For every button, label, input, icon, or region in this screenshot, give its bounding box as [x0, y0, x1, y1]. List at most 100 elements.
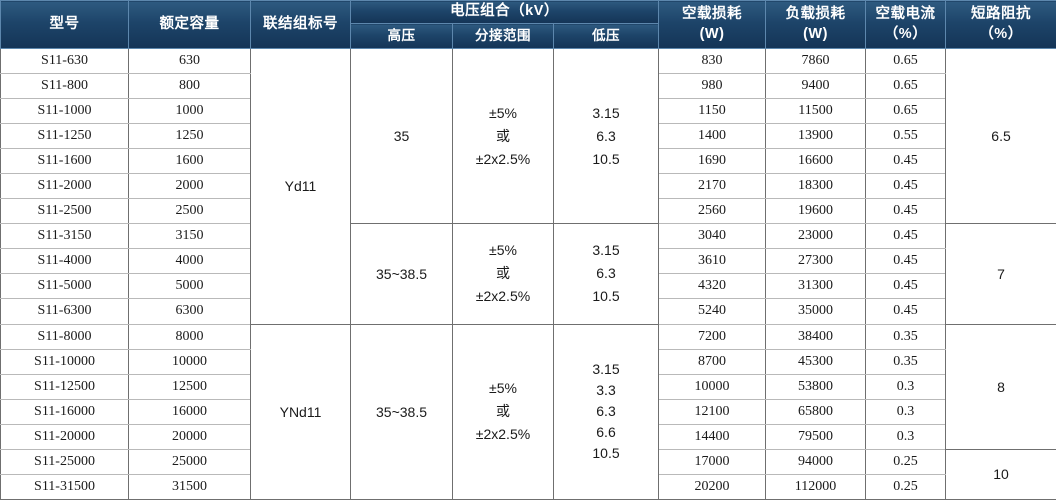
cell-load-loss: 7860 [765, 47, 867, 75]
tapping-range-line: 或 [496, 127, 510, 144]
cell-load-loss: 13900 [765, 123, 867, 150]
cell-no-load-loss: 980 [658, 73, 767, 100]
cell-rated-capacity: 1250 [128, 123, 251, 150]
cell-rated-capacity: 4000 [128, 248, 251, 275]
cell-connection-symbol: YNd11 [250, 323, 351, 500]
cell-no-load-loss: 14400 [658, 423, 767, 450]
low-voltage-line: 3.15 [592, 104, 620, 121]
header-load-loss: 负载损耗 (W) [765, 0, 867, 49]
cell-rated-capacity: 10000 [128, 348, 251, 375]
low-voltage-line: 6.6 [596, 424, 616, 441]
header-load-loss-unit: (W) [803, 25, 828, 42]
header-no-load-current-unit: （%） [883, 25, 928, 42]
table-header: 型号 额定容量 联结组标号 电压组合（kV） 空载损耗 (W) 负载损耗 (W)… [0, 0, 1056, 49]
cell-no-load-current: 0.45 [865, 148, 947, 175]
tapping-range-line: 或 [496, 403, 510, 420]
cell-load-loss: 19600 [765, 198, 867, 225]
cell-no-load-loss: 830 [658, 47, 767, 75]
cell-no-load-loss: 3610 [658, 248, 767, 275]
header-row-top: 型号 额定容量 联结组标号 电压组合（kV） 空载损耗 (W) 负载损耗 (W)… [0, 0, 1056, 49]
cell-load-loss: 23000 [765, 223, 867, 250]
header-no-load-loss: 空载损耗 (W) [658, 0, 767, 49]
cell-model: S11-5000 [0, 273, 129, 300]
table-row: S11-800 800 980 9400 0.65 [0, 73, 1056, 100]
header-short-circuit-impedance: 短路阻抗 （%） [945, 0, 1056, 49]
cell-low-voltage: 3.15 6.3 10.5 [552, 223, 660, 325]
low-voltage-lines: 3.15 3.3 6.3 6.6 10.5 [554, 359, 658, 464]
cell-load-loss: 45300 [765, 348, 867, 375]
tapping-range-line: 或 [496, 265, 510, 282]
cell-no-load-loss: 17000 [658, 448, 767, 475]
header-low-voltage: 低压 [552, 23, 660, 49]
cell-rated-capacity: 1000 [128, 98, 251, 125]
low-voltage-line: 10.5 [592, 288, 620, 305]
cell-load-loss: 79500 [765, 423, 867, 450]
cell-load-loss: 94000 [765, 448, 867, 475]
cell-no-load-current: 0.35 [865, 348, 947, 375]
cell-model: S11-2500 [0, 198, 129, 225]
cell-rated-capacity: 20000 [128, 423, 251, 450]
cell-rated-capacity: 5000 [128, 273, 251, 300]
cell-high-voltage: 35~38.5 [350, 323, 453, 500]
table-row: S11-6300 6300 5240 35000 0.45 [0, 298, 1056, 325]
cell-no-load-loss: 4320 [658, 273, 767, 300]
table-row: S11-12500 12500 10000 53800 0.3 [0, 373, 1056, 400]
cell-no-load-current: 0.25 [865, 448, 947, 475]
cell-no-load-loss: 3040 [658, 223, 767, 250]
cell-rated-capacity: 8000 [128, 323, 251, 350]
cell-no-load-current: 0.45 [865, 173, 947, 200]
low-voltage-line: 10.5 [592, 150, 620, 167]
header-connection-symbol: 联结组标号 [250, 0, 351, 49]
cell-model: S11-16000 [0, 398, 129, 425]
cell-model: S11-10000 [0, 348, 129, 375]
table-row: S11-4000 4000 3610 27300 0.45 [0, 248, 1056, 275]
header-short-circuit-impedance-unit: （%） [979, 25, 1023, 42]
table-row: S11-1600 1600 1690 16600 0.45 [0, 148, 1056, 175]
cell-model: S11-8000 [0, 323, 129, 350]
cell-no-load-loss: 1150 [658, 98, 767, 125]
cell-rated-capacity: 12500 [128, 373, 251, 400]
cell-no-load-current: 0.3 [865, 398, 947, 425]
cell-short-circuit-impedance: 7 [945, 223, 1056, 325]
cell-short-circuit-impedance: 10 [945, 448, 1056, 500]
cell-no-load-current: 0.45 [865, 248, 947, 275]
cell-no-load-current: 0.45 [865, 298, 947, 325]
table-row: S11-8000 8000 YNd11 35~38.5 ±5% 或 ±2x2.5% 3.15 3… [0, 323, 1056, 500]
table-row: S11-25000 25000 17000 94000 0.25 10 [0, 448, 1056, 500]
tapping-range-line: ±2x2.5% [475, 426, 531, 443]
cell-no-load-loss: 10000 [658, 373, 767, 400]
cell-load-loss: 9400 [765, 73, 867, 100]
table-row: S11-20000 20000 14400 79500 0.3 [0, 423, 1056, 450]
cell-no-load-loss: 8700 [658, 348, 767, 375]
cell-no-load-loss: 2560 [658, 198, 767, 225]
cell-no-load-current: 0.65 [865, 73, 947, 100]
header-no-load-loss-label: 空载损耗 [682, 5, 743, 22]
cell-low-voltage: 3.15 6.3 10.5 [552, 47, 660, 225]
tapping-range-lines: ±5% 或 ±2x2.5% [453, 102, 553, 171]
header-tapping-range: 分接范围 [452, 23, 554, 49]
tapping-range-line: ±5% [489, 380, 517, 397]
low-voltage-lines: 3.15 6.3 10.5 [554, 239, 658, 308]
cell-rated-capacity: 31500 [128, 473, 251, 500]
cell-load-loss: 11500 [765, 98, 867, 125]
cell-no-load-loss: 7200 [658, 323, 767, 350]
low-voltage-line: 10.5 [592, 445, 620, 462]
header-load-loss-label: 负载损耗 [785, 5, 846, 22]
cell-high-voltage: 35~38.5 [350, 223, 453, 325]
cell-rated-capacity: 3150 [128, 223, 251, 250]
cell-no-load-loss: 5240 [658, 298, 767, 325]
table-row: S11-3150 3150 35~38.5 ±5% 或 ±2x2.5% 3.15 6.3 10.… [0, 223, 1056, 325]
cell-no-load-loss: 1690 [658, 148, 767, 175]
cell-no-load-loss: 2170 [658, 173, 767, 200]
header-no-load-loss-unit: (W) [699, 25, 725, 42]
cell-no-load-loss: 1400 [658, 123, 767, 150]
low-voltage-line: 6.3 [596, 265, 616, 282]
cell-rated-capacity: 2500 [128, 198, 251, 225]
cell-model: S11-20000 [0, 423, 129, 450]
cell-no-load-loss: 12100 [658, 398, 767, 425]
cell-no-load-current: 0.65 [865, 47, 947, 75]
cell-no-load-current: 0.3 [865, 373, 947, 400]
cell-tapping-range: ±5% 或 ±2x2.5% [452, 223, 554, 325]
low-voltage-lines: 3.15 6.3 10.5 [554, 102, 658, 171]
